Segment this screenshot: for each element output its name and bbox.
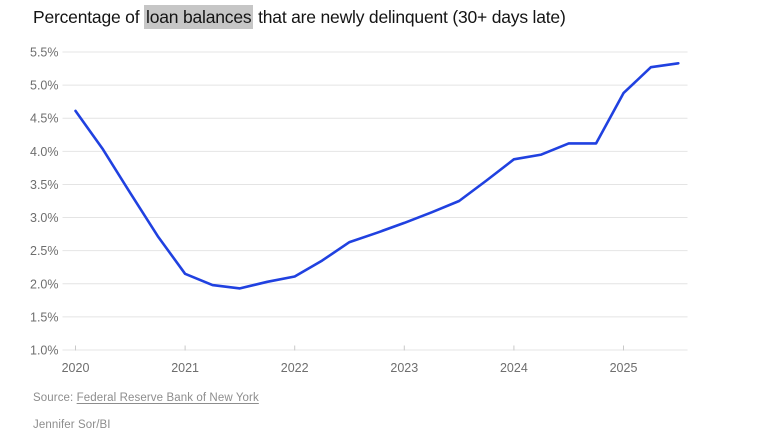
x-axis-tick-label: 2025 bbox=[610, 361, 638, 375]
byline: Jennifer Sor/BI bbox=[33, 419, 111, 431]
x-axis-tick-label: 2020 bbox=[62, 361, 90, 375]
chart-title: Percentage of loan balances that are new… bbox=[33, 5, 566, 29]
x-axis-tick-label: 2022 bbox=[281, 361, 309, 375]
y-axis-tick-label: 5.0% bbox=[30, 79, 59, 93]
y-axis-tick-label: 4.5% bbox=[30, 112, 59, 126]
y-axis-tick-label: 1.5% bbox=[30, 310, 59, 324]
y-axis-tick-label: 2.5% bbox=[30, 244, 59, 258]
y-axis-tick-label: 3.5% bbox=[30, 178, 59, 192]
title-text-suffix: that are newly delinquent (30+ days late… bbox=[253, 7, 566, 27]
y-axis-tick-label: 2.0% bbox=[30, 277, 59, 291]
x-axis-tick-label: 2021 bbox=[171, 361, 199, 375]
source-link[interactable]: Federal Reserve Bank of New York bbox=[76, 392, 259, 404]
x-axis-tick-label: 2024 bbox=[500, 361, 528, 375]
y-axis-tick-label: 3.0% bbox=[30, 211, 59, 225]
y-axis-tick-label: 4.0% bbox=[30, 145, 59, 159]
y-axis-tick-label: 5.5% bbox=[30, 46, 59, 60]
title-text-prefix: Percentage of bbox=[33, 7, 145, 27]
source-line: Source: Federal Reserve Bank of New York bbox=[33, 392, 259, 404]
delinquency-trend-line bbox=[74, 61, 680, 290]
y-axis-tick-label: 1.0% bbox=[30, 344, 59, 358]
x-axis-tick-label: 2023 bbox=[390, 361, 418, 375]
title-highlight: loan balances bbox=[144, 5, 254, 29]
source-label: Source: bbox=[33, 392, 74, 404]
